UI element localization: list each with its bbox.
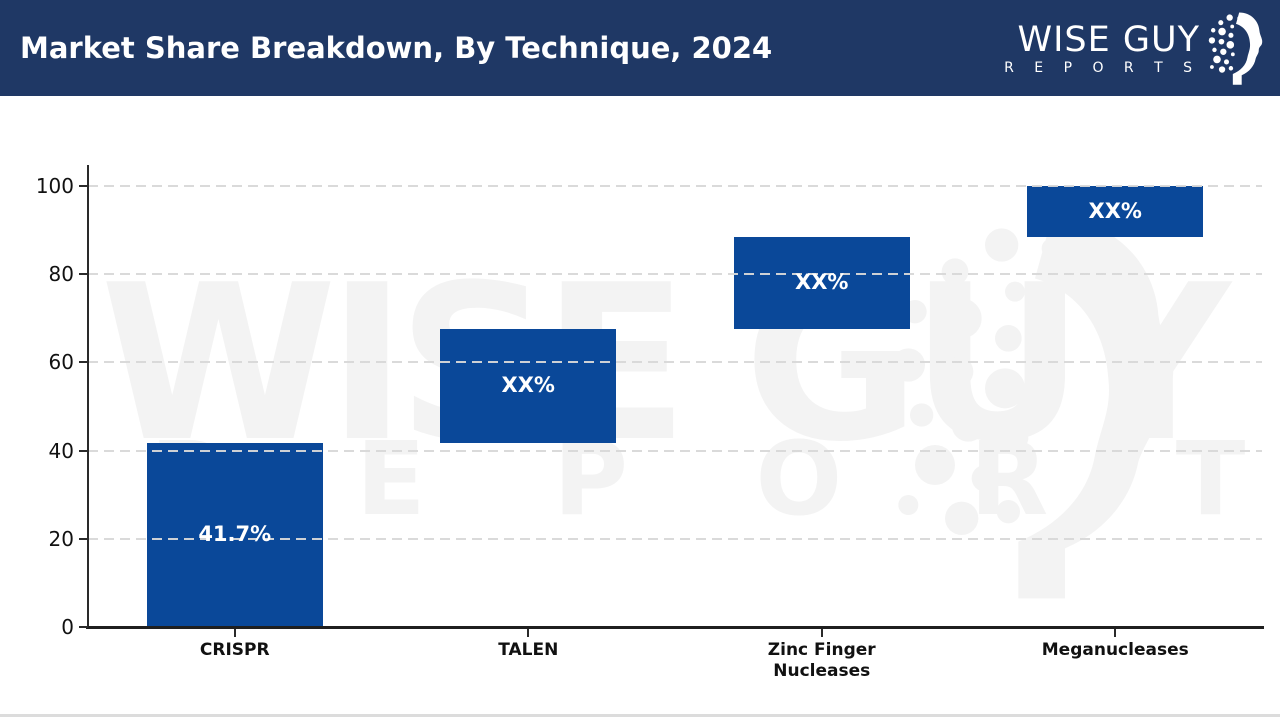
y-tick-label-0: 0: [61, 615, 74, 639]
bar-2: [440, 328, 617, 444]
x-tick-3: [820, 629, 823, 637]
gridline-y80: [88, 273, 1262, 276]
bottom-divider: [0, 714, 1280, 717]
y-tick-label-40: 40: [48, 438, 74, 463]
x-axis-line: [86, 626, 1264, 629]
y-tick-80: [79, 273, 88, 276]
bar-value-label: XX%: [1088, 198, 1142, 223]
gridline-y20: [88, 537, 1262, 540]
logo-reports-text: R E P O R T S: [1004, 59, 1200, 76]
page-title: Market Share Breakdown, By Technique, 20…: [20, 31, 773, 65]
gridline-y60: [88, 361, 1262, 364]
gridline-y100: [88, 185, 1262, 187]
logo-head-icon: [1204, 10, 1268, 86]
y-tick-60: [79, 361, 88, 364]
bar-value-label: 41.7%: [198, 522, 272, 547]
x-tick-1: [233, 629, 236, 637]
x-tick-label-3: Zinc Finger Nucleases: [767, 640, 876, 681]
gridline-y40: [88, 449, 1262, 452]
x-tick-label-1: CRISPR: [199, 640, 270, 660]
logo-text: WISE GUY R E P O R T S: [1004, 21, 1200, 76]
bar-3: [733, 237, 910, 329]
y-tick-40: [79, 449, 88, 452]
y-axis-line: [87, 165, 89, 627]
x-tick-label-2: TALEN: [498, 640, 559, 660]
x-tick-2: [527, 629, 530, 637]
y-tick-100: [79, 185, 88, 187]
y-tick-label-80: 80: [48, 262, 74, 287]
y-tick-label-100: 100: [35, 174, 74, 198]
bar-1: [146, 443, 323, 627]
y-tick-label-20: 20: [48, 526, 74, 551]
x-tick-label-4: Meganucleases: [1041, 640, 1189, 660]
logo-wordmark: WISE GUY: [1017, 19, 1200, 60]
y-tick-0: [79, 626, 88, 628]
y-tick-label-60: 60: [48, 350, 74, 375]
bar-value-label: XX%: [501, 372, 555, 397]
y-tick-20: [79, 537, 88, 540]
bar-value-label: XX%: [795, 270, 849, 295]
wise-guy-reports-logo: WISE GUY R E P O R T S: [1004, 8, 1268, 88]
header-bar: Market Share Breakdown, By Technique, 20…: [0, 0, 1280, 96]
x-tick-4: [1114, 629, 1117, 637]
